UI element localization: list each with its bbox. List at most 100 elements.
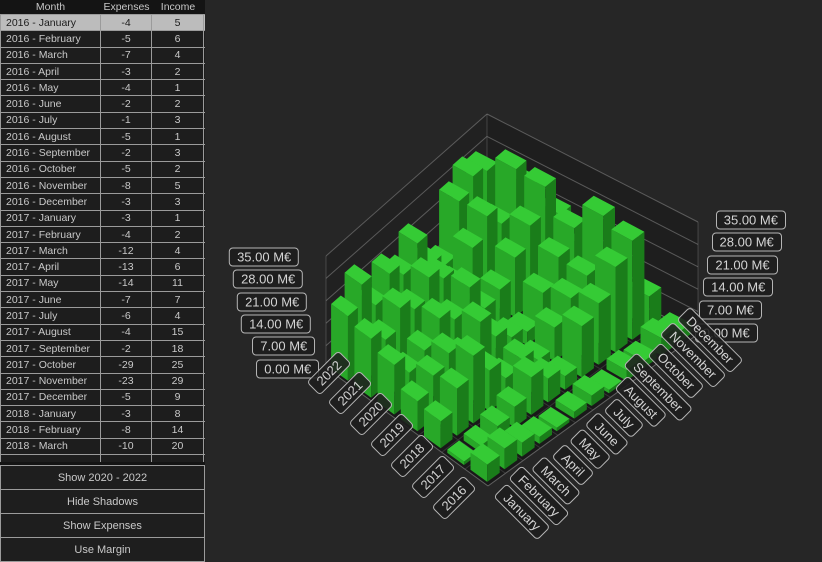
table-row[interactable]: 2017 - December -5 9 [0, 389, 205, 407]
table-row[interactable]: 2016 - January -4 5 [0, 15, 205, 32]
cell-month: 2017 - November [0, 373, 101, 389]
table-row[interactable]: 2016 - August -5 1 [0, 129, 205, 146]
cell-expenses: -5 [101, 161, 152, 177]
cell-expenses: -10 [101, 438, 152, 455]
cell-income: 5 [152, 177, 204, 194]
table-row[interactable]: 2016 - June -2 2 [0, 96, 205, 113]
cell-income: 3 [152, 112, 204, 129]
table-row[interactable]: 2016 - July -1 3 [0, 112, 205, 130]
table-header: Month Expenses Income [0, 0, 205, 14]
cell-empty [152, 455, 204, 462]
table-row[interactable]: 2017 - November -23 29 [0, 373, 205, 390]
cell-expenses: -3 [101, 63, 152, 80]
cell-income: 2 [152, 226, 204, 243]
cell-month: 2016 - May [0, 80, 101, 96]
cell-income: 2 [152, 63, 204, 80]
table-row[interactable]: 2016 - February -5 6 [0, 31, 205, 48]
column-header-expenses[interactable]: Expenses [103, 1, 150, 13]
table-row[interactable]: 2016 - November -8 5 [0, 177, 205, 195]
cell-expenses: -3 [101, 406, 152, 422]
cell-expenses: -29 [101, 357, 152, 373]
show-years-button[interactable]: Show 2020 - 2022 [0, 465, 205, 490]
cell-expenses: -13 [101, 259, 152, 275]
cell-month: 2016 - June [0, 96, 101, 112]
cell-expenses: -12 [101, 243, 152, 259]
cell-month: 2017 - February [0, 226, 101, 243]
cell-month: 2017 - October [0, 357, 101, 373]
cell-expenses: -7 [101, 292, 152, 308]
table-row[interactable]: 2016 - March -7 4 [0, 47, 205, 64]
cell-income: 3 [152, 145, 204, 161]
cell-month: 2016 - November [0, 177, 101, 194]
cell-income: 6 [152, 259, 204, 275]
cell-income: 29 [152, 373, 204, 389]
table-row[interactable]: 2017 - January -3 1 [0, 210, 205, 227]
use-margin-button[interactable]: Use Margin [0, 537, 205, 562]
cell-month: 2016 - August [0, 129, 101, 145]
table-row[interactable]: 2017 - August -4 15 [0, 324, 205, 341]
cell-expenses: -8 [101, 177, 152, 194]
cell-month: 2017 - January [0, 210, 101, 226]
cell-income: 6 [152, 31, 204, 47]
cell-month: 2017 - July [0, 308, 101, 324]
column-header-income[interactable]: Income [160, 1, 196, 13]
table-row[interactable]: 2018 - January -3 8 [0, 406, 205, 423]
bar-graph-3d[interactable]: 0.00 M€ 0.00 M€ 7.00 M€ 7.00 M€ 14.00 M€ 14.0… [205, 0, 822, 562]
cell-empty [0, 455, 101, 462]
table-row[interactable]: 2017 - September -2 18 [0, 340, 205, 358]
cell-expenses: -3 [101, 210, 152, 226]
cell-income: 11 [152, 275, 204, 292]
cell-month: 2017 - June [0, 292, 101, 308]
cell-income: 8 [152, 406, 204, 422]
table-row[interactable]: 2016 - April -3 2 [0, 63, 205, 81]
cell-month: 2016 - October [0, 161, 101, 177]
cell-income: 2 [152, 161, 204, 177]
cell-income: 15 [152, 324, 204, 340]
cell-month: 2018 - February [0, 422, 101, 438]
cell-income: 4 [152, 47, 204, 63]
cell-income: 1 [152, 210, 204, 226]
table-row[interactable]: 2018 - March -10 20 [0, 438, 205, 456]
cell-month: 2016 - February [0, 31, 101, 47]
table-row[interactable]: 2017 - October -29 25 [0, 357, 205, 374]
cell-income: 5 [152, 15, 204, 31]
table-row[interactable]: 2017 - March -12 4 [0, 243, 205, 260]
table-row[interactable]: 2017 - February -4 2 [0, 226, 205, 244]
table-row[interactable]: 2017 - July -6 4 [0, 308, 205, 325]
cell-month: 2016 - March [0, 47, 101, 63]
cell-month: 2017 - May [0, 275, 101, 292]
table-row[interactable]: 2016 - December -3 3 [0, 194, 205, 211]
cell-income: 9 [152, 389, 204, 406]
cell-month: 2018 - March [0, 438, 101, 455]
hide-shadows-button[interactable]: Hide Shadows [0, 489, 205, 514]
cell-month: 2017 - September [0, 340, 101, 357]
cell-month: 2017 - December [0, 389, 101, 406]
cell-month: 2017 - March [0, 243, 101, 259]
table-row[interactable]: 2017 - April -13 6 [0, 259, 205, 276]
chart-scene [318, 113, 699, 487]
cell-expenses: -23 [101, 373, 152, 389]
table-row[interactable]: 2016 - October -5 2 [0, 161, 205, 178]
cell-month: 2016 - September [0, 145, 101, 161]
column-header-month[interactable]: Month [35, 1, 66, 13]
cell-expenses: -3 [101, 194, 152, 210]
cell-expenses: -14 [101, 275, 152, 292]
cell-expenses: -4 [101, 226, 152, 243]
table-row[interactable]: 2018 - February -8 14 [0, 422, 205, 439]
table-row[interactable]: 2016 - September -2 3 [0, 145, 205, 162]
cell-income: 25 [152, 357, 204, 373]
show-expenses-button[interactable]: Show Expenses [0, 513, 205, 538]
table-row[interactable]: 2017 - June -7 7 [0, 292, 205, 309]
control-buttons: Show 2020 - 2022 Hide Shadows Show Expen… [0, 465, 205, 562]
cell-month: 2016 - December [0, 194, 101, 210]
cell-income: 20 [152, 438, 204, 455]
cell-expenses: -6 [101, 308, 152, 324]
table-body: 2016 - January -4 5 2016 - February -5 6 2016 … [0, 14, 205, 462]
data-table-panel: Month Expenses Income 2016 - January -4 5 2… [0, 0, 205, 562]
cell-month: 2017 - April [0, 259, 101, 275]
table-row[interactable]: 2016 - May -4 1 [0, 80, 205, 97]
table-row[interactable]: 2017 - May -14 11 [0, 275, 205, 293]
cell-income: 1 [152, 80, 204, 96]
cell-expenses: -1 [101, 112, 152, 129]
table-row-empty [0, 455, 205, 462]
